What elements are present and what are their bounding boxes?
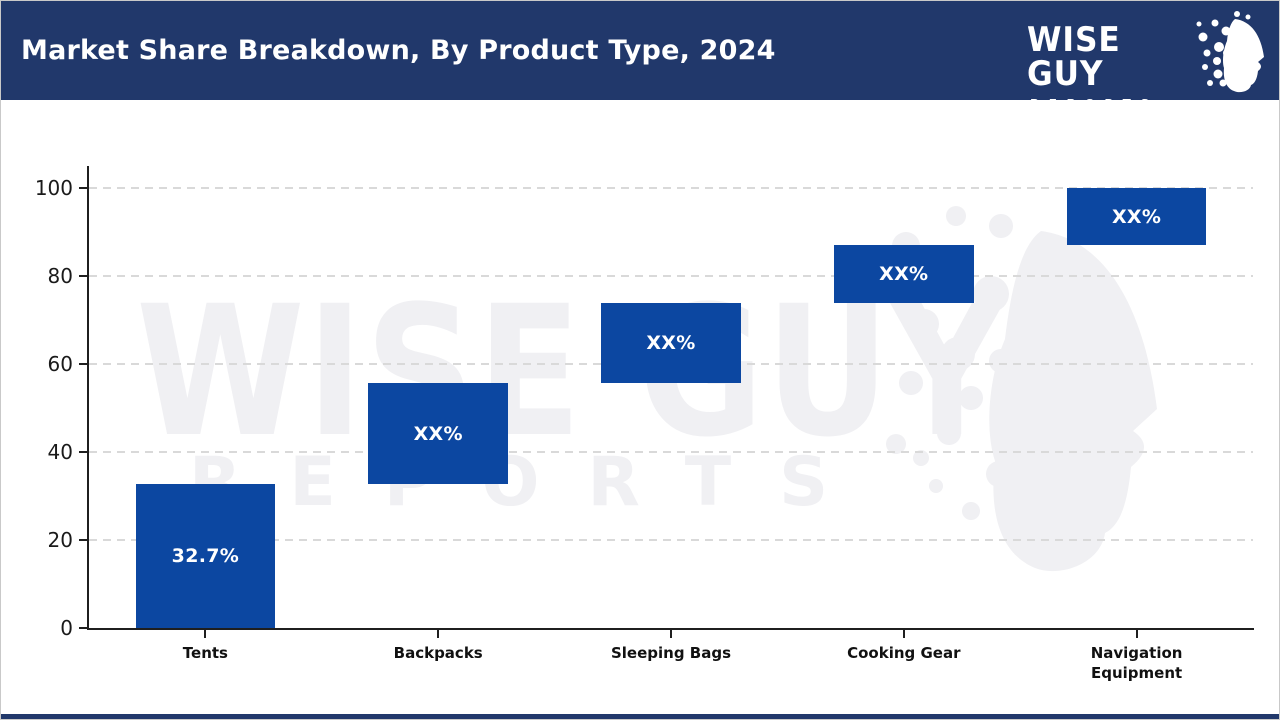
waterfall-bar-tents: 32.7% [135, 484, 276, 628]
y-tick-100 [79, 187, 87, 189]
x-tick-label-backpacks: Backpacks [393, 644, 483, 662]
y-tick-0 [79, 627, 87, 629]
gridline-20 [89, 539, 1253, 541]
bar-value-label-sleeping-bags: XX% [646, 332, 696, 355]
x-axis-line [87, 628, 1254, 630]
gridline-100 [89, 187, 1253, 189]
x-tick-label-tents: Tents [182, 644, 228, 662]
x-tick-navigation-equipment [1135, 630, 1138, 638]
y-tick-60 [79, 363, 87, 365]
logo-wordmark: WISE GUY [1027, 20, 1121, 94]
logo-text: WISE GUY REPORTS [1027, 23, 1195, 111]
x-tick-label-navigation-equipment: Navigation Equipment [1090, 644, 1183, 683]
waterfall-bar-navigation-equipment: XX% [1066, 188, 1207, 246]
header-bar: Market Share Breakdown, By Product Type,… [1, 1, 1279, 111]
x-tick-label-sleeping-bags: Sleeping Bags [610, 644, 732, 662]
x-tick-label-cooking-gear: Cooking Gear [847, 644, 961, 662]
footer-strip [1, 714, 1279, 719]
bar-value-label-navigation-equipment: XX% [1111, 205, 1162, 228]
y-tick-40 [79, 451, 87, 453]
y-tick-label-60: 60 [47, 352, 73, 376]
waterfall-bar-backpacks: XX% [368, 383, 509, 485]
x-tick-backpacks [437, 630, 440, 638]
gridline-40 [89, 451, 1253, 453]
x-tick-sleeping-bags [670, 630, 672, 638]
y-tick-80 [79, 275, 87, 277]
waterfall-bar-cooking-gear: XX% [833, 245, 974, 303]
x-tick-tents [204, 630, 207, 638]
y-tick-label-80: 80 [47, 264, 73, 288]
logo-face-icon [1196, 11, 1264, 93]
y-axis-line [87, 166, 89, 630]
waterfall-bar-sleeping-bags: XX% [601, 302, 741, 384]
page-title: Market Share Breakdown, By Product Type,… [21, 35, 776, 66]
y-tick-label-40: 40 [47, 440, 73, 464]
logo-reports-text: REPORTS [1030, 97, 1159, 111]
y-tick-label-20: 20 [47, 528, 73, 552]
bar-value-label-backpacks: XX% [413, 422, 463, 445]
y-tick-label-0: 0 [60, 616, 73, 640]
gridline-80 [89, 275, 1253, 277]
y-tick-20 [79, 539, 87, 541]
wise-guy-reports-logo: WISE GUY REPORTS [1027, 7, 1267, 111]
bar-value-label-cooking-gear: XX% [879, 263, 929, 285]
x-tick-cooking-gear [902, 630, 905, 638]
y-tick-label-100: 100 [34, 176, 73, 200]
bar-value-label-tents: 32.7% [171, 545, 240, 568]
